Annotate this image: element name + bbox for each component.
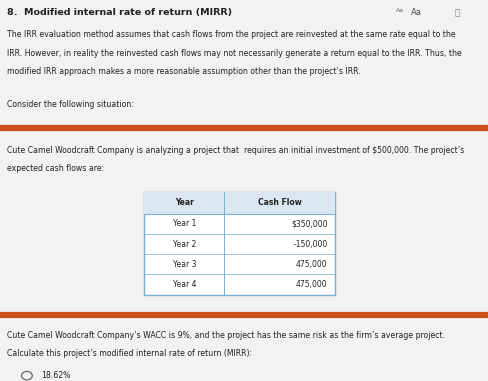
- Text: Cute Camel Woodcraft Company’s WACC is 9%, and the project has the same risk as : Cute Camel Woodcraft Company’s WACC is 9…: [7, 331, 445, 340]
- Text: Year: Year: [175, 198, 193, 207]
- Text: expected cash flows are:: expected cash flows are:: [7, 164, 104, 173]
- Text: -150,000: -150,000: [293, 240, 327, 248]
- Text: 18.62%: 18.62%: [41, 371, 71, 380]
- Text: Aa: Aa: [410, 8, 421, 18]
- Text: Year 3: Year 3: [172, 260, 196, 269]
- Text: 8.  Modified internal rate of return (MIRR): 8. Modified internal rate of return (MIR…: [7, 8, 232, 18]
- Text: Year 1: Year 1: [172, 219, 196, 228]
- Text: Year 2: Year 2: [172, 240, 196, 248]
- Text: Calculate this project’s modified internal rate of return (MIRR):: Calculate this project’s modified intern…: [7, 349, 252, 358]
- FancyBboxPatch shape: [144, 192, 334, 295]
- Bar: [144, 192, 334, 214]
- Text: Cute Camel Woodcraft Company is analyzing a project that  requires an initial in: Cute Camel Woodcraft Company is analyzin…: [7, 146, 464, 155]
- Text: Year 4: Year 4: [172, 280, 196, 289]
- Text: $350,000: $350,000: [290, 219, 327, 228]
- Text: Consider the following situation:: Consider the following situation:: [7, 100, 134, 109]
- Text: Cash Flow: Cash Flow: [257, 198, 301, 207]
- Text: ⎙: ⎙: [454, 8, 459, 18]
- Text: modified IRR approach makes a more reasonable assumption other than the project’: modified IRR approach makes a more reaso…: [7, 67, 360, 76]
- Text: 475,000: 475,000: [295, 260, 327, 269]
- Text: Aa: Aa: [395, 8, 404, 13]
- Text: IRR. However, in reality the reinvested cash flows may not necessarily generate : IRR. However, in reality the reinvested …: [7, 49, 461, 58]
- Text: The IRR evaluation method assumes that cash flows from the project are reinveste: The IRR evaluation method assumes that c…: [7, 30, 455, 40]
- Text: 475,000: 475,000: [295, 280, 327, 289]
